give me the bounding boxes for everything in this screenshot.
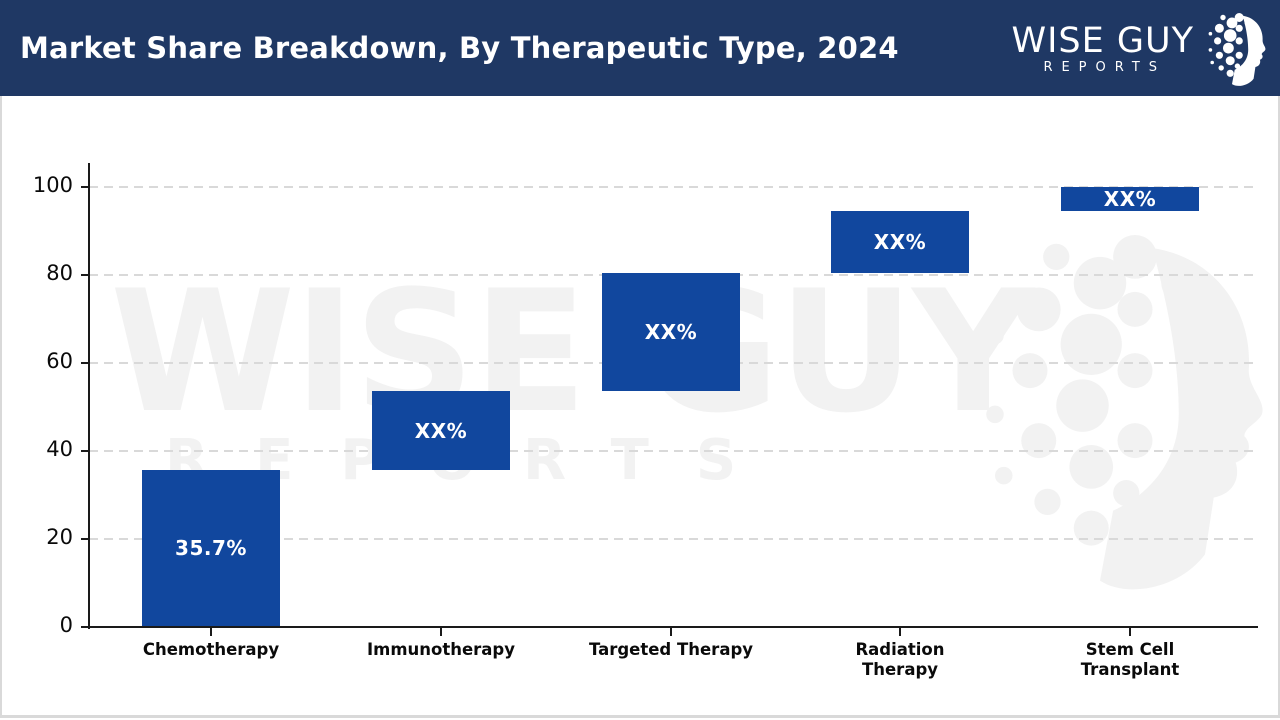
header-bar: Market Share Breakdown, By Therapeutic T… bbox=[0, 0, 1280, 96]
x-category-label: Chemotherapy bbox=[142, 640, 280, 659]
bar: XX% bbox=[602, 272, 740, 392]
brand-logo: WISE GUY REPORTS bbox=[1008, 6, 1268, 92]
watermark-head-graphic bbox=[986, 235, 1263, 590]
brand-name: WISE GUY bbox=[1011, 20, 1194, 61]
x-axis bbox=[88, 626, 1258, 628]
y-axis bbox=[88, 163, 90, 629]
y-axis-tick bbox=[81, 450, 89, 452]
x-axis-tick bbox=[899, 628, 901, 636]
gridline bbox=[89, 450, 1258, 452]
gridline bbox=[89, 538, 1258, 540]
y-tick-label: 60 bbox=[46, 349, 73, 373]
y-axis-tick bbox=[81, 362, 89, 364]
wise-guy-head-icon bbox=[1208, 13, 1266, 86]
watermark-line1: WISE GUY bbox=[110, 254, 1034, 450]
x-axis-tick bbox=[440, 628, 442, 636]
bar: XX% bbox=[1061, 187, 1199, 211]
page-title: Market Share Breakdown, By Therapeutic T… bbox=[20, 31, 899, 65]
x-axis-tick bbox=[1129, 628, 1131, 636]
brand-subtitle: REPORTS bbox=[1043, 60, 1167, 76]
x-category-label: Radiation Therapy bbox=[855, 640, 945, 680]
x-category-label: Targeted Therapy bbox=[588, 640, 754, 659]
y-axis-tick bbox=[81, 538, 89, 540]
gridline bbox=[89, 186, 1258, 188]
bar: XX% bbox=[372, 391, 510, 470]
bar-value-label: XX% bbox=[873, 229, 927, 254]
y-axis-tick bbox=[81, 626, 89, 628]
y-axis-tick bbox=[81, 186, 89, 188]
y-tick-label: 0 bbox=[59, 613, 73, 637]
bar-value-label: 35.7% bbox=[175, 536, 247, 561]
y-tick-label: 100 bbox=[32, 173, 73, 197]
chart-area: 0 20 40 60 80 100 35.7% Chemotherapy XX% Immunoth… bbox=[0, 96, 1280, 718]
x-axis-tick bbox=[670, 628, 672, 636]
y-axis-tick bbox=[81, 274, 89, 276]
y-tick-label: 80 bbox=[46, 261, 73, 285]
brand-logo-text: WISE GUY REPORTS bbox=[1011, 20, 1194, 76]
y-tick-label: 40 bbox=[46, 437, 73, 461]
bar: XX% bbox=[831, 210, 969, 273]
bar: 35.7% bbox=[142, 469, 280, 627]
bar-value-label: XX% bbox=[1103, 186, 1157, 211]
x-axis-tick bbox=[210, 628, 212, 636]
y-tick-label: 20 bbox=[46, 525, 73, 549]
watermark-text: WISE GUY REPORTS bbox=[110, 254, 1034, 493]
x-category-label: Immunotherapy bbox=[366, 640, 516, 659]
bar-value-label: XX% bbox=[644, 319, 698, 344]
x-category-label: Stem Cell Transplant bbox=[1080, 640, 1180, 680]
bar-value-label: XX% bbox=[414, 418, 468, 443]
